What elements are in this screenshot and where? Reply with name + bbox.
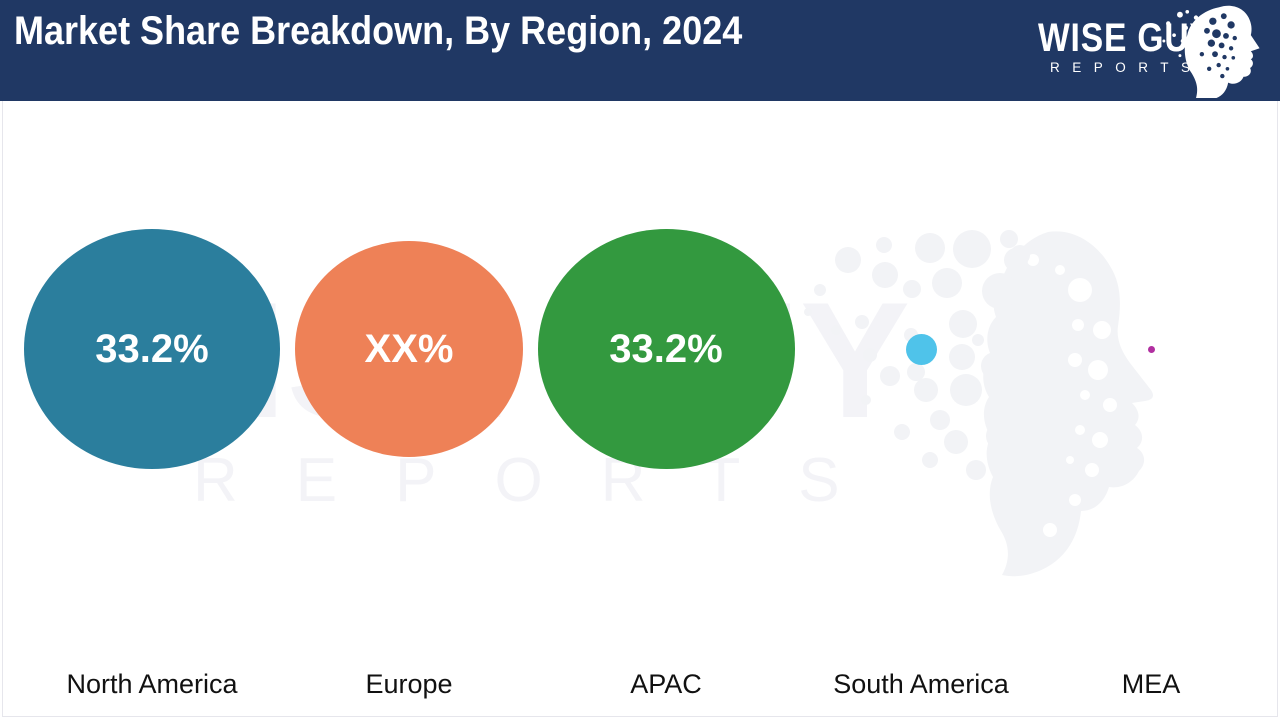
bubble-value-label: 33.2% xyxy=(609,326,723,371)
bubble-apac: 33.2% xyxy=(537,229,795,469)
logo-subtitle: REPORTS xyxy=(1050,60,1203,75)
logo-wordmark: WISE GUY xyxy=(1038,16,1213,60)
category-label-south-america: South America xyxy=(833,669,1009,699)
bubble-mea xyxy=(1147,345,1155,353)
wise-guy-head-icon xyxy=(1162,5,1260,98)
watermark-head-icon xyxy=(804,230,1153,577)
category-label-apac: APAC xyxy=(630,669,702,699)
bubble-south-america xyxy=(905,333,937,365)
wise-guy-reports-logo: WISE GUY REPORTS xyxy=(990,0,1280,101)
category-label-europe: Europe xyxy=(365,669,453,699)
header-band: Market Share Breakdown, By Region, 2024 … xyxy=(0,0,1280,101)
category-label-north-america: North America xyxy=(66,669,238,699)
bubble-europe: XX% xyxy=(295,241,523,457)
category-label-mea: MEA xyxy=(1121,669,1181,699)
bubble-north-america: 33.2% xyxy=(24,229,280,469)
chart-title: Market Share Breakdown, By Region, 2024 xyxy=(14,9,743,53)
bubble-value-label: XX% xyxy=(364,326,454,371)
watermark-reports-text: REPORTS xyxy=(193,446,898,515)
bubble-value-label: 33.2% xyxy=(95,326,209,371)
